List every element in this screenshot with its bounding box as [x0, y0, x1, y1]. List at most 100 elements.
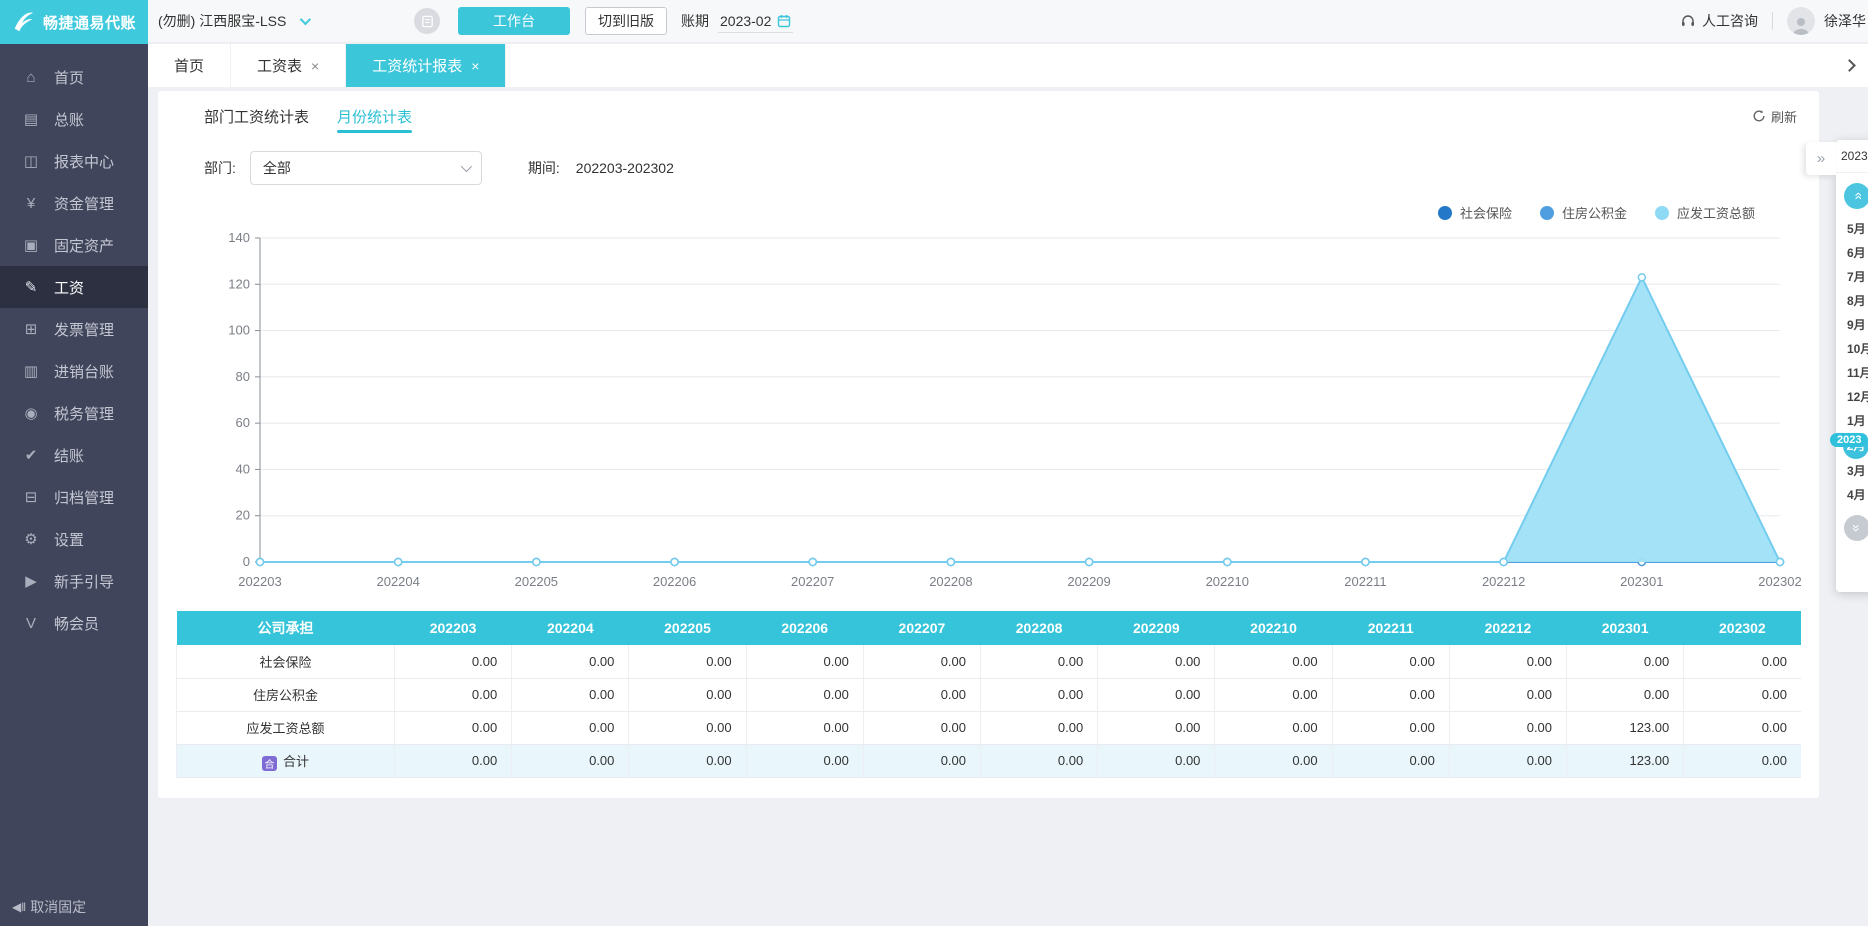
x-tick-label: 202205 — [515, 574, 558, 589]
x-tick-label: 202210 — [1206, 574, 1249, 589]
subtab-部门工资统计表[interactable]: 部门工资统计表 — [204, 108, 310, 126]
month-picker-panel: » 2023.02 2023 »5月6月7月8月9月10月11月12月1月2月3… — [1806, 140, 1868, 592]
data-point — [532, 557, 541, 567]
close-icon[interactable]: × — [311, 57, 320, 74]
value-cell: 0.00 — [628, 744, 747, 778]
month-item-1月[interactable]: 1月 — [1847, 414, 1866, 428]
refresh-button[interactable]: 刷新 — [1752, 107, 1797, 126]
tab-label: 工资统计报表 — [372, 58, 463, 75]
value-cell: 0.00 — [1097, 678, 1216, 712]
period-picker[interactable]: 2023-02 — [718, 10, 794, 33]
sidebar-item-label: 报表中心 — [54, 153, 115, 171]
memo-button[interactable] — [414, 8, 440, 34]
close-icon[interactable]: × — [471, 57, 480, 74]
month-list: 2023 »5月6月7月8月9月10月11月12月1月2月3月4月» — [1830, 173, 1868, 541]
tab-strip: 首页 工资表 × 工资统计报表 × — [148, 44, 1868, 87]
summary-calendar-icon: 合 — [261, 755, 277, 771]
sidebar-item-label: 资金管理 — [54, 195, 115, 213]
value-cell: 0.00 — [628, 678, 747, 712]
sidebar-item-beginner-guide[interactable]: ▶ 新手引导 — [0, 560, 148, 602]
tab-工资表[interactable]: 工资表 × — [231, 44, 347, 87]
x-tick-label: 202203 — [238, 574, 281, 589]
sidebar-item-member[interactable]: V 畅会员 — [0, 602, 148, 644]
month-item-4月[interactable]: 4月 — [1847, 488, 1866, 502]
archive-icon: ⊟ — [24, 489, 38, 506]
panel-collapse-button[interactable]: » — [1806, 142, 1836, 175]
period-value: 2023-02 — [720, 12, 772, 29]
human-support-link[interactable]: 人工咨询 — [1680, 11, 1758, 31]
value-cell: 0.00 — [511, 645, 630, 679]
avatar[interactable] — [1787, 7, 1815, 35]
sidebar-item-funds[interactable]: ¥ 资金管理 — [0, 182, 148, 224]
value-cell: 0.00 — [1097, 744, 1216, 778]
sidebar-item-salary[interactable]: ✎ 工资 — [0, 266, 148, 308]
value-cell: 0.00 — [1214, 645, 1333, 679]
sidebar-item-archive[interactable]: ⊟ 归档管理 — [0, 476, 148, 518]
unpin-sidebar-button[interactable]: ◀‖ 取消固定 — [0, 888, 148, 926]
sidebar-item-purchase-sales-ledger[interactable]: ▥ 进销台账 — [0, 350, 148, 392]
value-cell: 0.00 — [1214, 744, 1333, 778]
month-item-11月[interactable]: 11月 — [1847, 366, 1868, 380]
refresh-label: 刷新 — [1770, 109, 1797, 125]
scroll-down-button[interactable]: » — [1844, 515, 1868, 541]
value-cell: 0.00 — [394, 711, 513, 745]
topbar: (勿删) 江西服宝-LSS 工作台 切到旧版 账期 2023-02 — [148, 0, 1868, 43]
sidebar-item-closing[interactable]: ✔ 结账 — [0, 434, 148, 476]
value-cell: 0.00 — [980, 711, 1099, 745]
table-header-cell: 202209 — [1097, 611, 1215, 645]
legend-label: 应发工资总额 — [1676, 206, 1755, 221]
dept-select[interactable]: 全部 — [249, 151, 482, 185]
data-point — [670, 557, 679, 567]
month-item-6月[interactable]: 6月 — [1847, 246, 1866, 260]
value-cell: 0.00 — [1683, 711, 1801, 745]
tab-首页[interactable]: 首页 — [148, 44, 232, 87]
sidebar-item-home[interactable]: ⌂ 首页 — [0, 56, 148, 98]
brand-name: 畅捷通易代账 — [43, 14, 137, 32]
switch-old-version-button[interactable]: 切到旧版 — [585, 7, 667, 35]
account-select[interactable]: (勿删) 江西服宝-LSS — [158, 11, 406, 31]
subtab-月份统计表[interactable]: 月份统计表 — [337, 95, 413, 137]
value-cell: 0.00 — [1449, 711, 1568, 745]
month-panel-header: 2023.02 — [1836, 140, 1868, 173]
month-item-8月[interactable]: 8月 — [1847, 294, 1866, 308]
month-item-9月[interactable]: 9月 — [1847, 318, 1866, 332]
legend-dot — [1539, 205, 1554, 220]
sidebar-item-label: 工资 — [54, 279, 85, 297]
month-item-10月[interactable]: 10月 — [1847, 342, 1868, 356]
tab-label: 首页 — [174, 58, 205, 75]
y-tick-label: 100 — [228, 323, 250, 338]
month-item-5月[interactable]: 5月 — [1847, 222, 1866, 236]
username[interactable]: 徐泽华 — [1824, 13, 1866, 29]
x-tick-label: 202208 — [929, 574, 972, 589]
legend-item-社会保险[interactable]: 社会保险 — [1437, 203, 1512, 222]
double-chevron-right-icon: » — [1816, 150, 1826, 167]
table-header-cell: 202210 — [1214, 611, 1333, 645]
double-chevron-up-icon: » — [1848, 192, 1865, 200]
data-point — [1499, 557, 1508, 567]
person-icon — [1793, 18, 1809, 35]
month-item-12月[interactable]: 12月 — [1847, 390, 1868, 404]
legend-item-住房公积金[interactable]: 住房公积金 — [1539, 203, 1627, 222]
sidebar-item-fixed-assets[interactable]: ▣ 固定资产 — [0, 224, 148, 266]
value-cell: 0.00 — [980, 645, 1099, 679]
sidebar-item-tax[interactable]: ◉ 税务管理 — [0, 392, 148, 434]
month-item-7月[interactable]: 7月 — [1847, 270, 1866, 284]
legend-item-应发工资总额[interactable]: 应发工资总额 — [1654, 203, 1755, 222]
sidebar-item-settings[interactable]: ⚙ 设置 — [0, 518, 148, 560]
month-item-3月[interactable]: 3月 — [1847, 464, 1866, 478]
sidebar-menu: ⌂ 首页 ▤ 总账 ◫ 报表中心 ¥ 资金管理 ▣ 固定资产 ✎ 工资 ⊞ 发票管理 ▥ 进销台账 ◉ 税务管理 ✔… — [0, 44, 148, 644]
value-cell: 0.00 — [863, 645, 982, 679]
tab-scroll-right-button[interactable] — [1830, 44, 1868, 87]
value-cell: 0.00 — [746, 678, 864, 712]
table-header-cell: 202205 — [628, 611, 747, 645]
value-cell: 0.00 — [746, 744, 864, 778]
sidebar-item-invoice[interactable]: ⊞ 发票管理 — [0, 308, 148, 350]
sidebar-item-general-ledger[interactable]: ▤ 总账 — [0, 98, 148, 140]
value-cell: 0.00 — [980, 744, 1099, 778]
workbench-button[interactable]: 工作台 — [458, 7, 570, 35]
tab-工资统计报表[interactable]: 工资统计报表 × — [346, 44, 507, 87]
scroll-up-button[interactable]: » — [1844, 183, 1868, 209]
sidebar-item-report-center[interactable]: ◫ 报表中心 — [0, 140, 148, 182]
value-cell: 0.00 — [394, 678, 513, 712]
